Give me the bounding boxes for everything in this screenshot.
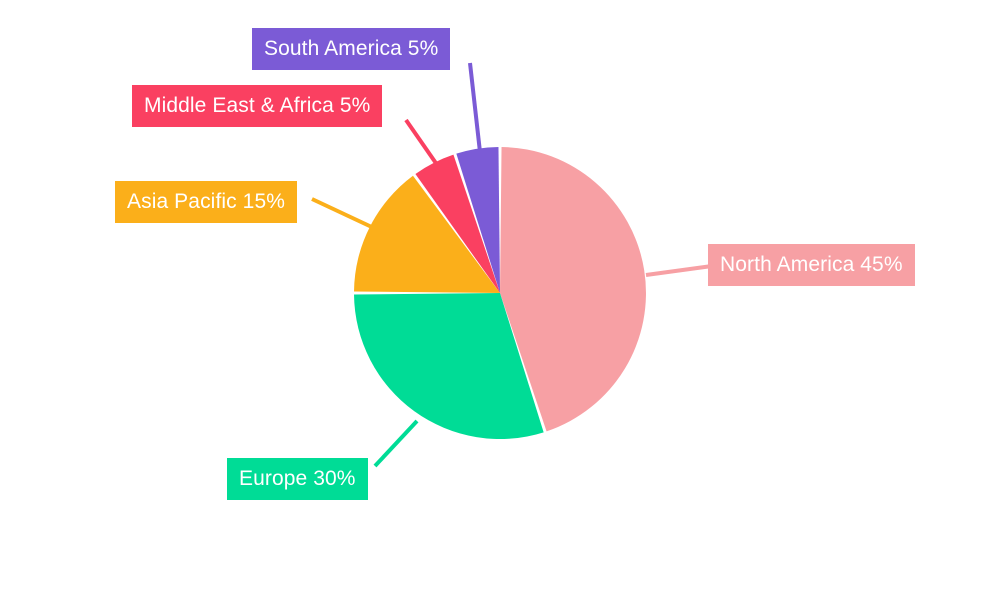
- leader-line-middle-east-africa: [404, 118, 442, 171]
- leader-line-asia-pacific: [311, 197, 377, 231]
- leader-line-north-america: [645, 264, 713, 277]
- pie-slice-south-america[interactable]: [456, 147, 500, 293]
- leader-line-south-america: [468, 62, 482, 153]
- pie-slice-middle-east-africa[interactable]: [415, 154, 500, 293]
- pie-slice-asia-pacific[interactable]: [354, 175, 500, 293]
- pie-label-south-america: South America 5%: [252, 28, 451, 70]
- pie-slice-north-america[interactable]: [500, 147, 646, 432]
- leader-line-europe: [373, 419, 419, 468]
- leader-lines-group: [311, 62, 713, 468]
- pie-label-europe: Europe 30%: [227, 458, 368, 500]
- pie-label-middle-east-africa: Middle East & Africa 5%: [132, 85, 383, 127]
- pie-slices-group: [354, 147, 646, 440]
- pie-label-north-america: North America 45%: [708, 244, 915, 286]
- pie-label-asia-pacific: Asia Pacific 15%: [115, 181, 298, 223]
- pie-slice-europe[interactable]: [354, 293, 544, 440]
